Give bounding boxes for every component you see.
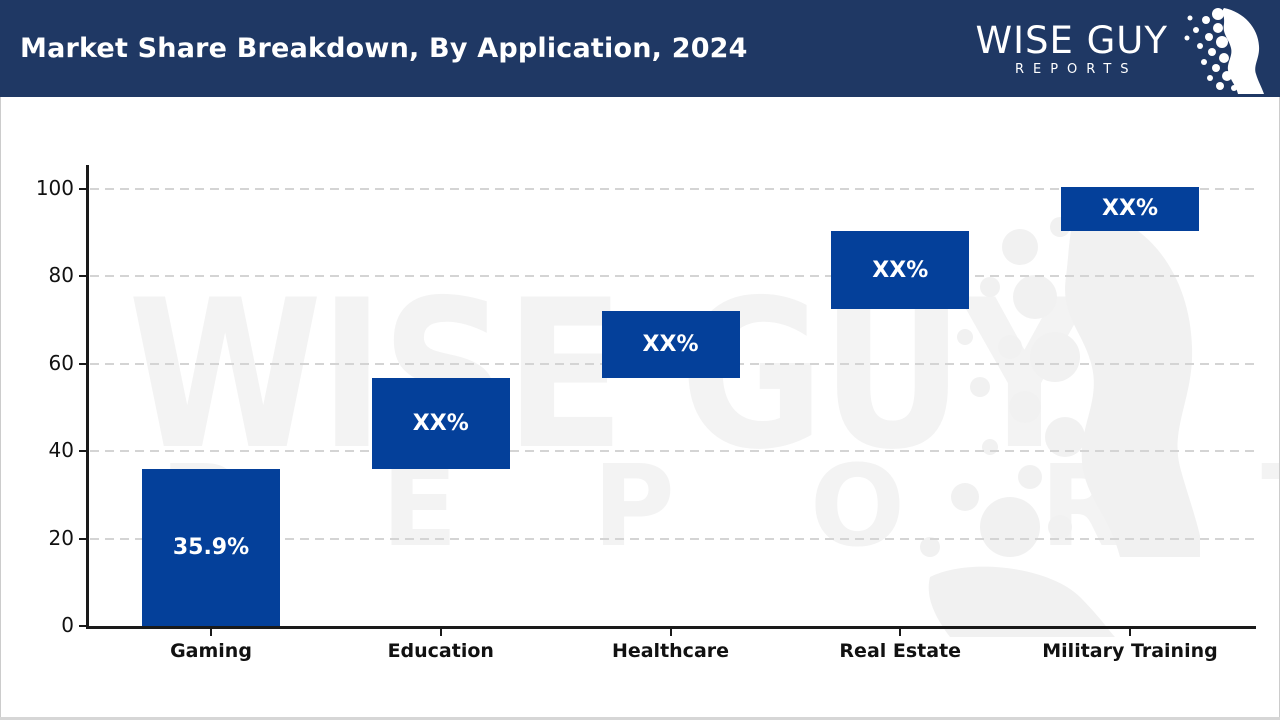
- face-profile-icon: [1184, 7, 1264, 94]
- bar-value-label: XX%: [1102, 196, 1158, 222]
- y-tick-label: 60: [48, 350, 74, 375]
- y-tick-label: 40: [48, 438, 74, 462]
- x-tick-mark: [669, 628, 672, 636]
- y-gridline: [90, 537, 1256, 540]
- x-tick-mark: [210, 628, 212, 636]
- x-category-label: Gaming: [170, 640, 252, 662]
- x-category-label: Healthcare: [611, 640, 730, 662]
- y-tick-mark: [79, 625, 86, 627]
- y-tick-label: 20: [48, 525, 74, 550]
- x-tick-mark: [439, 628, 442, 636]
- bar-value-label: XX%: [412, 411, 469, 437]
- y-gridline: [90, 187, 1256, 190]
- x-tick-mark: [1129, 628, 1131, 636]
- y-tick-label: 80: [48, 263, 74, 287]
- y-tick-label: 0: [61, 613, 74, 637]
- frame-edge-bottom: [0, 717, 1280, 720]
- brand-subname: REPORTS: [1014, 61, 1138, 77]
- watermark-line2: R E P O R T S: [160, 442, 1280, 572]
- y-gridline: [90, 450, 1256, 452]
- x-tick-mark: [899, 628, 902, 636]
- bar-real-estate: XX%: [831, 231, 970, 310]
- y-tick-label: 100: [35, 175, 74, 200]
- bar-value-label: XX%: [642, 331, 699, 357]
- bar-value-label: XX%: [872, 257, 929, 283]
- brand-logo-text: WISE GUY REPORTS: [976, 22, 1168, 76]
- header: Market Share Breakdown, By Application, …: [0, 0, 1280, 97]
- y-tick-mark: [79, 362, 86, 365]
- x-category-label: Real Estate: [839, 640, 962, 662]
- y-axis-line: [86, 165, 89, 628]
- y-tick-mark: [79, 275, 86, 277]
- bar-value-label: 35.9%: [172, 534, 250, 560]
- y-tick-mark: [79, 187, 86, 190]
- frame-edge-left: [0, 97, 1, 720]
- y-tick-mark: [79, 537, 86, 540]
- x-category-label: Military Training: [1042, 640, 1218, 662]
- y-gridline: [90, 275, 1256, 277]
- x-category-label: Education: [387, 640, 494, 662]
- bar-healthcare: XX%: [601, 310, 740, 378]
- y-tick-mark: [79, 450, 86, 452]
- bar-military-training: XX%: [1061, 186, 1199, 231]
- page-title: Market Share Breakdown, By Application, …: [20, 33, 748, 64]
- brand-name: WISE GUY: [975, 18, 1168, 62]
- x-axis-line: [86, 626, 1256, 629]
- bar-gaming: 35.9%: [142, 468, 280, 626]
- brand-logo: WISE GUY REPORTS: [976, 4, 1266, 94]
- bar-education: XX%: [371, 378, 510, 469]
